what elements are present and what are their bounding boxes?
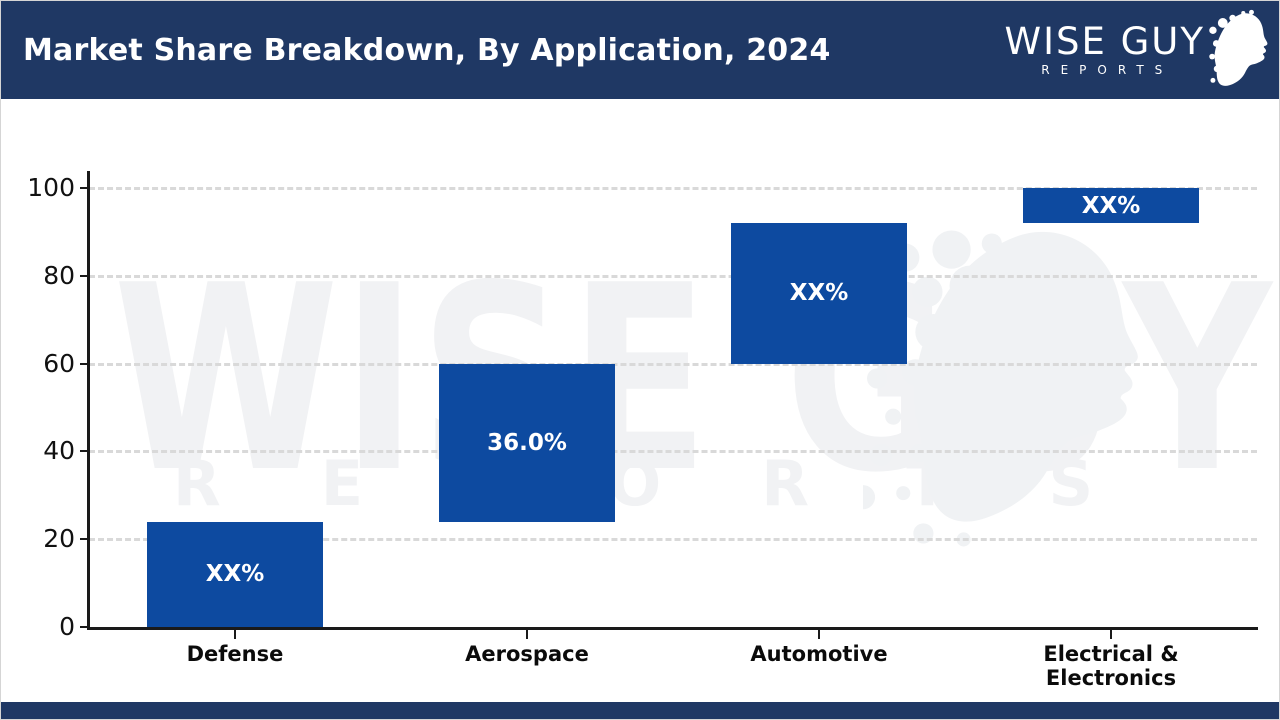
bar: 36.0% — [439, 363, 615, 522]
x-tick — [818, 630, 820, 639]
logo-reports-label: REPORTS — [1041, 63, 1174, 77]
logo-text: WISE GUY REPORTS — [1005, 23, 1205, 77]
category-label: Defense — [186, 642, 284, 666]
category-label: Aerospace — [465, 642, 589, 666]
gridline — [89, 538, 1257, 542]
y-tick — [80, 626, 89, 628]
y-tick-label: 100 — [27, 173, 75, 202]
x-axis-line — [87, 627, 1258, 630]
page-title: Market Share Breakdown, By Application, … — [23, 32, 831, 68]
x-tick — [526, 630, 528, 639]
watermark-head-icon — [863, 230, 1138, 547]
category-label: Electrical & Electronics — [1043, 642, 1179, 691]
bar-value-label: 36.0% — [487, 429, 567, 456]
wiseguy-head-icon — [1209, 9, 1268, 86]
y-tick — [80, 274, 89, 277]
y-tick — [80, 187, 89, 189]
y-tick-label: 40 — [43, 436, 75, 466]
y-tick-label: 80 — [43, 260, 75, 290]
gridline — [89, 450, 1257, 454]
logo-wiseguy-label: WISE GUY — [1004, 20, 1205, 63]
y-axis-line — [87, 171, 90, 630]
gridline — [89, 274, 1257, 278]
y-tick-label: 0 — [59, 612, 75, 641]
y-tick — [80, 450, 89, 453]
x-tick — [234, 630, 236, 639]
logo: WISE GUY REPORTS — [1005, 5, 1273, 95]
bar: XX% — [147, 521, 323, 627]
bar: XX% — [731, 223, 907, 364]
footer-bar — [1, 702, 1279, 719]
bar-value-label: XX% — [789, 280, 849, 307]
y-tick-label: 20 — [43, 524, 75, 554]
category-label: Automotive — [750, 642, 888, 666]
header: Market Share Breakdown, By Application, … — [1, 1, 1279, 99]
y-tick — [80, 362, 89, 365]
gridline — [89, 362, 1257, 366]
y-tick — [80, 538, 89, 541]
x-tick — [1110, 630, 1112, 639]
y-tick-label: 60 — [43, 348, 75, 378]
bar-value-label: XX% — [205, 561, 265, 588]
bar: XX% — [1023, 188, 1199, 224]
gridline — [89, 187, 1257, 190]
bar-value-label: XX% — [1081, 192, 1141, 219]
